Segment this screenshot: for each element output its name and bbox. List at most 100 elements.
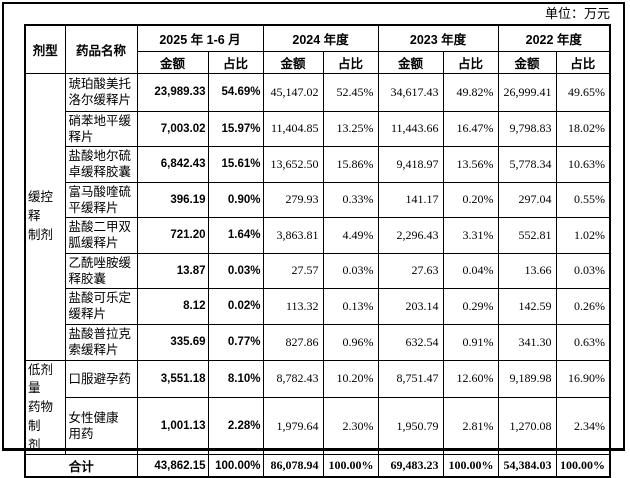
table-row: 盐酸普拉克 索缓释片 335.69 0.77% 827.86 0.96% 632… [25, 323, 611, 361]
table-row: 盐酸地尔硫 卓缓释胶囊 6,842.43 15.61% 13,652.50 15… [25, 146, 611, 183]
total-ratio-2025-cell: 100.00% [207, 454, 264, 478]
ratio-2022-cell: 0.26% [555, 288, 611, 325]
drug-name-cell: 硝苯地平缓 释片 [64, 110, 138, 147]
amount-2022-cell: 552.81 [497, 217, 557, 254]
ratio-2024-cell: 4.49% [322, 217, 379, 254]
header-period-2022: 2022 年度 [497, 24, 611, 52]
table-row: 缓控释 制剂 琥珀酸美托 洛尔缓释片 23,989.33 54.69% 45,1… [24, 72, 611, 361]
amount-2023-cell: 141.17 [377, 181, 444, 218]
ratio-2024-cell: 52.45% [322, 72, 379, 112]
ratio-2022-cell: 2.34% [555, 396, 611, 456]
table-row: 盐酸二甲双 胍缓释片 721.20 1.64% 3,863.81 4.49% 2… [25, 217, 611, 254]
ratio-2022-cell: 0.03% [555, 252, 611, 289]
ratio-2025-cell: 2.28% [207, 396, 264, 456]
ratio-2025-cell: 0.02% [207, 288, 264, 325]
header-ratio-2024: 占比 [322, 50, 379, 74]
table-row: 盐酸可乐定 缓释片 8.12 0.02% 113.32 0.13% 203.14… [25, 288, 611, 325]
table-row: 女性健康 用药 1,001.13 2.28% 1,979.64 2.30% 1,… [25, 396, 611, 456]
header-drug-name: 药品名称 [64, 24, 138, 74]
amount-2025-cell: 6,842.43 [136, 146, 209, 183]
ratio-2025-cell: 15.97% [207, 110, 264, 147]
drug-name-cell: 盐酸地尔硫 卓缓释胶囊 [64, 146, 138, 183]
ratio-2023-cell: 0.29% [442, 288, 499, 325]
dosage-group-cell: 低剂量 药物制 剂 [24, 359, 66, 456]
ratio-2023-cell: 2.81% [442, 396, 499, 456]
ratio-2024-cell: 10.20% [322, 359, 379, 398]
ratio-2024-cell: 2.30% [322, 396, 379, 456]
total-ratio-2024-cell: 100.00% [322, 454, 379, 478]
amount-2022-cell: 341.30 [497, 323, 557, 361]
drug-name-cell: 盐酸普拉克 索缓释片 [64, 323, 138, 361]
ratio-2024-cell: 13.25% [322, 110, 379, 147]
revenue-by-product-table: 剂型 药品名称 2025 年 1-6 月 2024 年度 2023 年度 202… [24, 24, 612, 478]
drug-name-cell: 乙酰唑胺缓 释胶囊 [64, 252, 138, 289]
ratio-2023-cell: 13.56% [442, 146, 499, 183]
total-row: 合计 43,862.15 100.00% 86,078.94 100.00% 6… [24, 454, 611, 478]
ratio-2023-cell: 0.04% [442, 252, 499, 289]
drug-name-cell: 盐酸二甲双 胍缓释片 [64, 217, 138, 254]
header-period-2023: 2023 年度 [377, 24, 499, 52]
amount-2024-cell: 8,782.43 [262, 359, 324, 398]
ratio-2025-cell: 15.61% [207, 146, 264, 183]
header-ratio-2025: 占比 [207, 50, 264, 74]
table-row: 硝苯地平缓 释片 7,003.02 15.97% 11,404.85 13.25… [25, 110, 611, 147]
total-amount-2025-cell: 43,862.15 [136, 454, 209, 478]
amount-2025-cell: 396.19 [136, 181, 209, 218]
header-dosage-form: 剂型 [24, 24, 66, 74]
amount-2025-cell: 7,003.02 [136, 110, 209, 147]
drug-name-cell: 琥珀酸美托 洛尔缓释片 [64, 72, 138, 112]
amount-2023-cell: 203.14 [377, 288, 444, 325]
amount-2022-cell: 9,798.83 [497, 110, 557, 147]
header-ratio-2022: 占比 [555, 50, 611, 74]
amount-2025-cell: 13.87 [136, 252, 209, 289]
dosage-group-cell: 缓控释 制剂 [24, 72, 66, 361]
ratio-2023-cell: 12.60% [442, 359, 499, 398]
amount-2024-cell: 45,147.02 [262, 72, 324, 112]
ratio-2022-cell: 49.65% [555, 72, 611, 112]
ratio-2025-cell: 0.03% [207, 252, 264, 289]
amount-2024-cell: 1,979.64 [262, 396, 324, 456]
ratio-2023-cell: 0.20% [442, 181, 499, 218]
amount-2024-cell: 113.32 [262, 288, 324, 325]
total-ratio-2023-cell: 100.00% [442, 454, 499, 478]
header-period-2025: 2025 年 1-6 月 [136, 24, 264, 52]
total-amount-2022-cell: 54,384.03 [497, 454, 557, 478]
amount-2024-cell: 827.86 [262, 323, 324, 361]
drug-name-cell: 口服避孕药 [64, 359, 138, 398]
ratio-2022-cell: 16.90% [555, 359, 611, 398]
amount-2024-cell: 27.57 [262, 252, 324, 289]
amount-2024-cell: 11,404.85 [262, 110, 324, 147]
unit-label: 单位：万元 [544, 6, 610, 21]
ratio-2024-cell: 0.03% [322, 252, 379, 289]
ratio-2025-cell: 1.64% [207, 217, 264, 254]
amount-2025-cell: 8.12 [136, 288, 209, 325]
header-amount-2022: 金额 [497, 50, 557, 74]
amount-2025-cell: 335.69 [136, 323, 209, 361]
ratio-2022-cell: 0.63% [555, 323, 611, 361]
amount-2022-cell: 26,999.41 [497, 72, 557, 112]
drug-name-cell: 富马酸喹硫 平缓释片 [64, 181, 138, 218]
ratio-2024-cell: 15.86% [322, 146, 379, 183]
ratio-2022-cell: 0.55% [555, 181, 611, 218]
amount-2023-cell: 11,443.66 [377, 110, 444, 147]
amount-2022-cell: 142.59 [497, 288, 557, 325]
amount-2022-cell: 5,778.34 [497, 146, 557, 183]
ratio-2022-cell: 1.02% [555, 217, 611, 254]
amount-2023-cell: 34,617.43 [377, 72, 444, 112]
amount-2025-cell: 1,001.13 [136, 396, 209, 456]
amount-2024-cell: 13,652.50 [262, 146, 324, 183]
header-ratio-2023: 占比 [442, 50, 499, 74]
ratio-2025-cell: 54.69% [207, 72, 264, 112]
total-label-cell: 合计 [24, 454, 138, 478]
ratio-2023-cell: 16.47% [442, 110, 499, 147]
ratio-2022-cell: 10.63% [555, 146, 611, 183]
ratio-2023-cell: 3.31% [442, 217, 499, 254]
amount-2022-cell: 9,189.98 [497, 359, 557, 398]
ratio-2025-cell: 8.10% [207, 359, 264, 398]
table-row: 富马酸喹硫 平缓释片 396.19 0.90% 279.93 0.33% 141… [25, 181, 611, 218]
total-amount-2023-cell: 69,483.23 [377, 454, 444, 478]
drug-name-cell: 盐酸可乐定 缓释片 [64, 288, 138, 325]
table-row: 低剂量 药物制 剂 口服避孕药 3,551.18 8.10% 8,782.43 … [24, 359, 611, 456]
total-ratio-2022-cell: 100.00% [555, 454, 611, 478]
amount-2023-cell: 8,751.47 [377, 359, 444, 398]
